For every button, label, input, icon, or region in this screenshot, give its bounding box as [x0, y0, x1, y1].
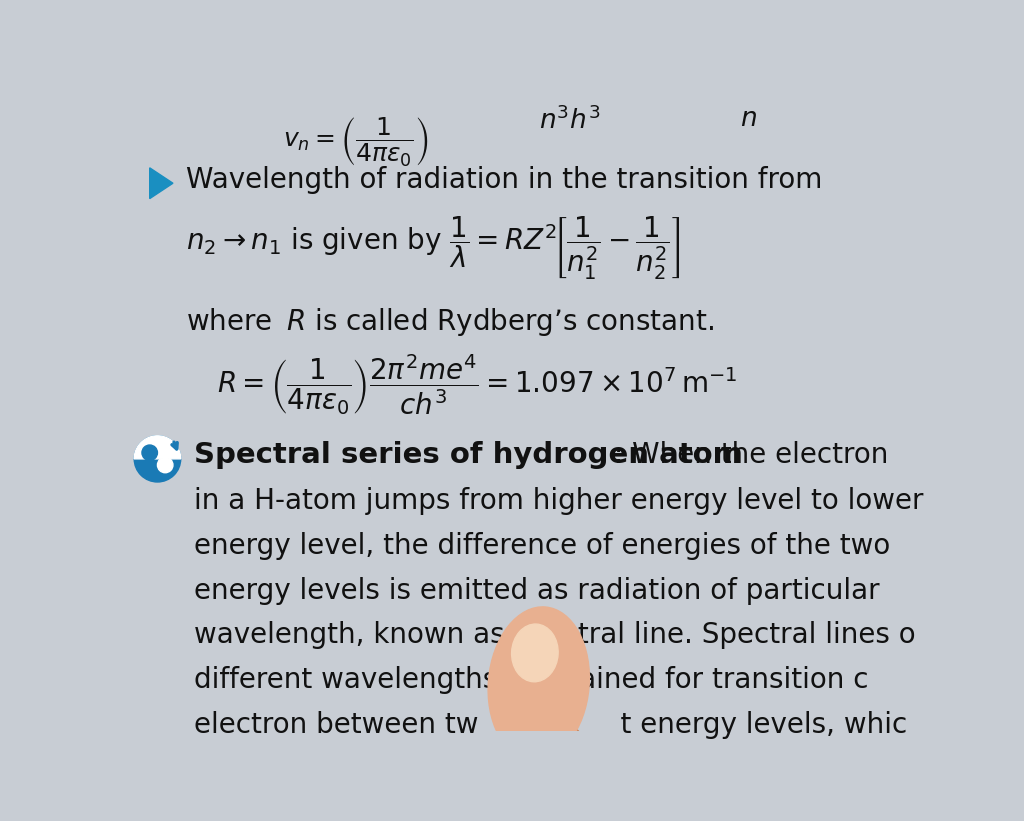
Text: $n$: $n$	[740, 106, 757, 132]
Ellipse shape	[480, 714, 597, 821]
Ellipse shape	[488, 607, 590, 760]
Text: Spectral series of hydrogen atom: Spectral series of hydrogen atom	[194, 441, 742, 469]
Text: different wavelengths        tained for transition c: different wavelengths tained for transit…	[194, 666, 868, 694]
Circle shape	[142, 445, 158, 461]
Text: electron between tw                t energy levels, whic: electron between tw t energy levels, whi…	[194, 711, 907, 739]
Text: Wavelength of radiation in the transition from: Wavelength of radiation in the transitio…	[186, 167, 822, 195]
Polygon shape	[134, 436, 180, 459]
Text: energy level, the difference of energies of the two: energy level, the difference of energies…	[194, 532, 890, 560]
Text: $v_n=\left(\dfrac{1}{4\pi\varepsilon_0}\right)$: $v_n=\left(\dfrac{1}{4\pi\varepsilon_0}\…	[283, 116, 429, 168]
Circle shape	[158, 457, 173, 473]
Text: energy levels is emitted as radiation of particular: energy levels is emitted as radiation of…	[194, 576, 880, 605]
Text: $R=\left(\dfrac{1}{4\pi\varepsilon_0}\right)\dfrac{2\pi^2me^4}{ch^3}=1.097\times: $R=\left(\dfrac{1}{4\pi\varepsilon_0}\ri…	[217, 353, 737, 417]
Ellipse shape	[512, 624, 558, 681]
Text: : When the electron: : When the electron	[604, 441, 888, 469]
Text: $n_2 \rightarrow n_1$ is given by $\dfrac{1}{\lambda}=RZ^2\!\left[\dfrac{1}{n_1^: $n_2 \rightarrow n_1$ is given by $\dfra…	[186, 214, 681, 282]
Text: where  $R$ is called Rydberg’s constant.: where $R$ is called Rydberg’s constant.	[186, 306, 715, 338]
Polygon shape	[150, 167, 173, 199]
Text: in a H-atom jumps from higher energy level to lower: in a H-atom jumps from higher energy lev…	[194, 488, 924, 516]
Ellipse shape	[542, 669, 583, 745]
Text: $n^3h^3$: $n^3h^3$	[539, 106, 600, 135]
Text: wavelength, known as spectral line. Spectral lines o: wavelength, known as spectral line. Spec…	[194, 621, 915, 649]
Circle shape	[134, 436, 180, 482]
